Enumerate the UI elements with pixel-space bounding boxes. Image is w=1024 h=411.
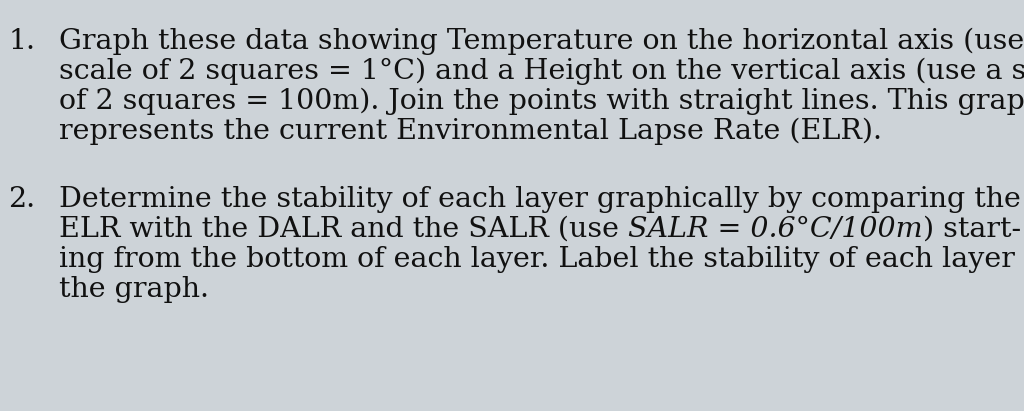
Text: Determine the stability of each layer graphically by comparing the: Determine the stability of each layer gr… — [59, 186, 1021, 213]
Text: the graph.: the graph. — [59, 276, 209, 303]
Text: ing from the bottom of each layer. Label the stability of each layer on: ing from the bottom of each layer. Label… — [59, 246, 1024, 273]
Text: represents the current Environmental Lapse Rate (ELR).: represents the current Environmental Lap… — [59, 118, 883, 145]
Text: ELR with the DALR and the SALR (use: ELR with the DALR and the SALR (use — [59, 216, 629, 243]
Text: ) start-: ) start- — [923, 216, 1021, 243]
Text: SALR = 0.6°C/100m: SALR = 0.6°C/100m — [629, 216, 923, 243]
Text: Graph these data showing Temperature on the horizontal axis (use a: Graph these data showing Temperature on … — [59, 28, 1024, 55]
Text: scale of 2 squares = 1°C) and a Height on the vertical axis (use a scale: scale of 2 squares = 1°C) and a Height o… — [59, 58, 1024, 85]
Text: 2.: 2. — [8, 186, 35, 213]
Text: of 2 squares = 100m). Join the points with straight lines. This graph: of 2 squares = 100m). Join the points wi… — [59, 88, 1024, 115]
Text: 1.: 1. — [8, 28, 35, 55]
